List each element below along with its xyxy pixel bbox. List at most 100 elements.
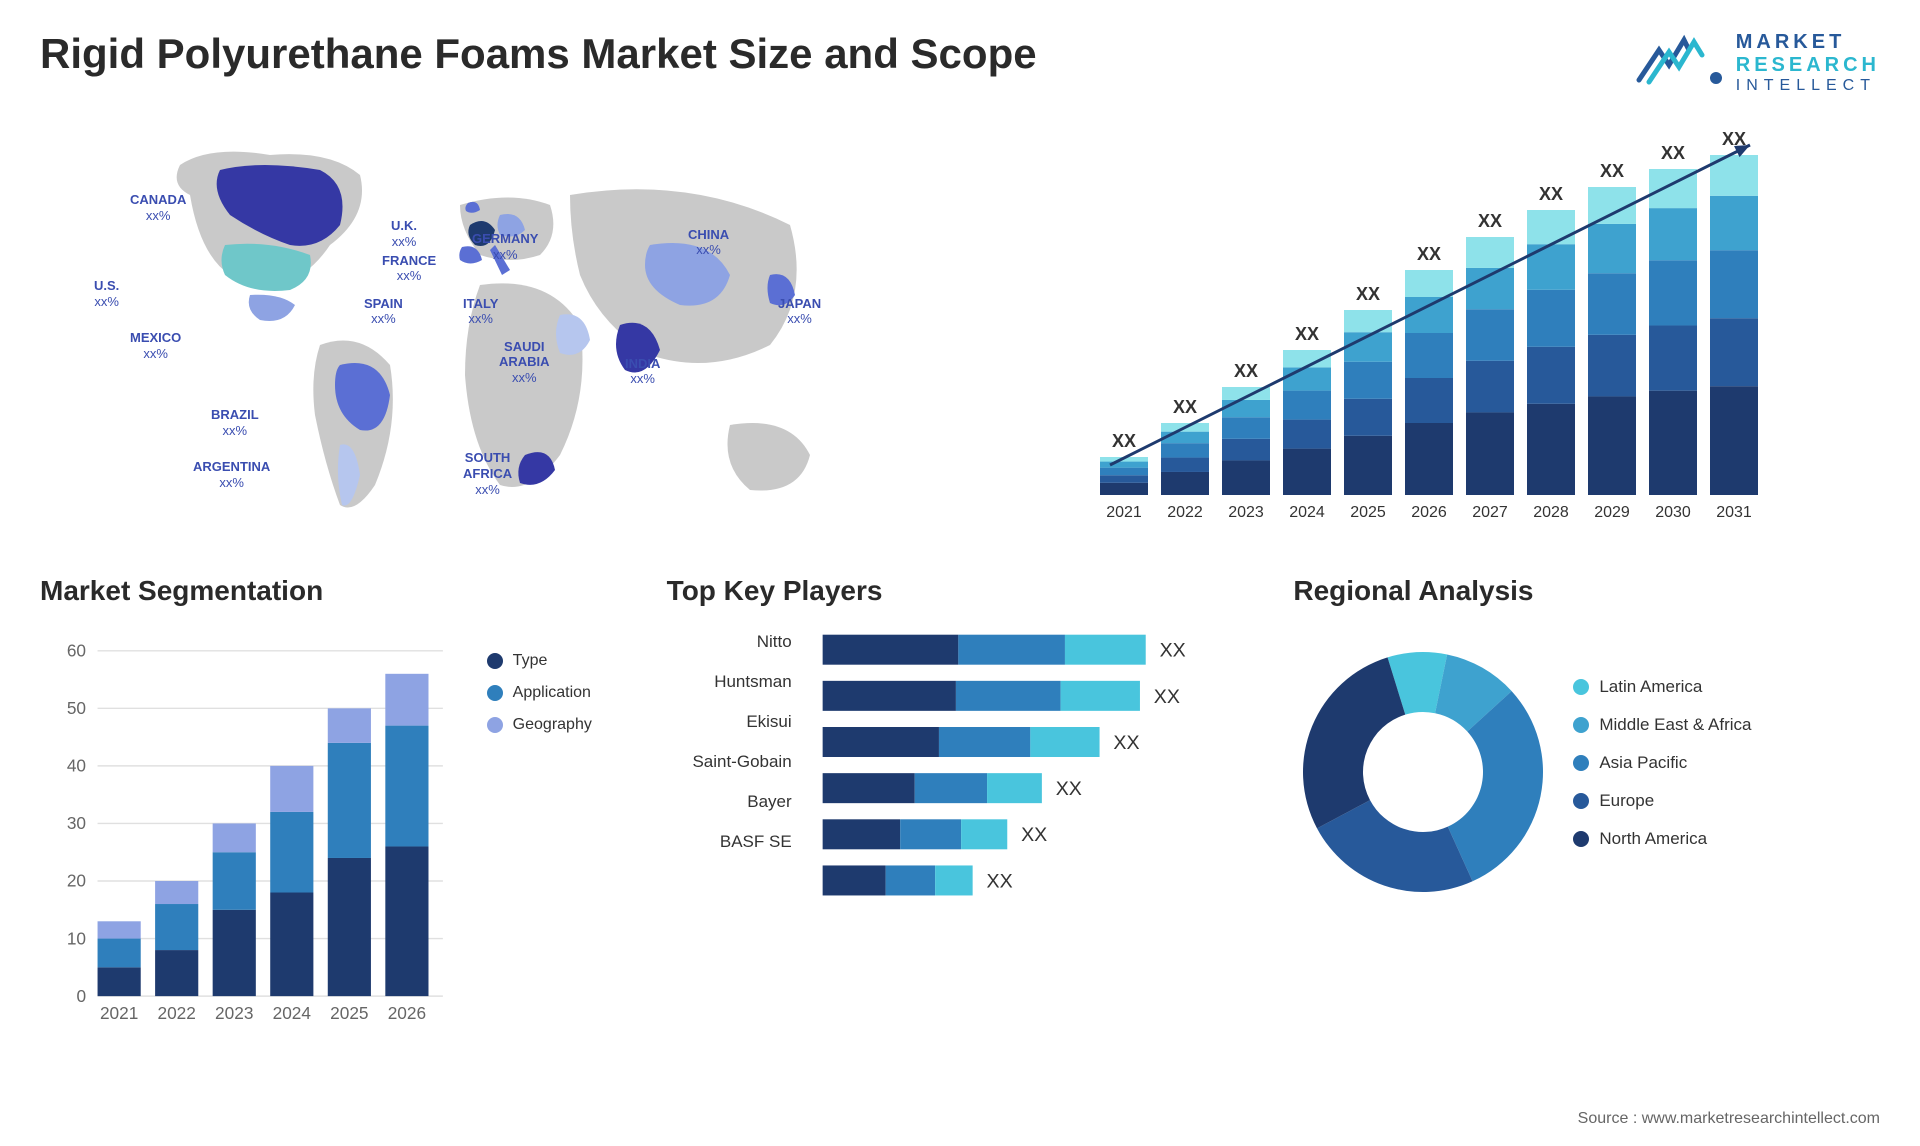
svg-text:50: 50 — [67, 698, 86, 718]
legend-dot — [487, 653, 503, 669]
legend-dot — [1573, 755, 1589, 771]
svg-text:2023: 2023 — [1228, 504, 1264, 521]
map-label: MEXICOxx% — [130, 330, 181, 361]
legend-label: Europe — [1599, 791, 1654, 811]
svg-text:2026: 2026 — [1411, 504, 1447, 521]
source-attribution: Source : www.marketresearchintellect.com — [1578, 1110, 1880, 1128]
svg-text:XX: XX — [1234, 361, 1258, 381]
svg-text:XX: XX — [1055, 778, 1081, 800]
svg-text:2031: 2031 — [1716, 504, 1752, 521]
player-name: Bayer — [667, 782, 792, 822]
svg-text:2026: 2026 — [388, 1003, 426, 1023]
player-name: Ekisui — [667, 702, 792, 742]
regional-title: Regional Analysis — [1293, 575, 1880, 607]
svg-text:XX: XX — [1539, 184, 1563, 204]
svg-text:XX: XX — [1600, 161, 1624, 181]
legend-item: Asia Pacific — [1573, 753, 1880, 773]
svg-text:XX: XX — [1295, 324, 1319, 344]
svg-text:XX: XX — [1661, 143, 1685, 163]
legend-label: Middle East & Africa — [1599, 715, 1751, 735]
svg-text:0: 0 — [76, 986, 86, 1006]
player-name: Huntsman — [667, 662, 792, 702]
legend-label: North America — [1599, 829, 1707, 849]
svg-text:XX: XX — [1417, 244, 1441, 264]
legend-item: Application — [487, 684, 627, 702]
legend-item: Middle East & Africa — [1573, 715, 1880, 735]
segmentation-chart: 0 10 20 30 40 50 60 2021 2022 2023 2024 2025 2026 — [40, 622, 472, 1039]
legend-item: North America — [1573, 829, 1880, 849]
map-label: SPAINxx% — [364, 296, 403, 327]
player-names: NittoHuntsmanEkisuiSaint-GobainBayerBASF… — [667, 622, 807, 922]
svg-text:XX: XX — [1478, 211, 1502, 231]
map-label: SOUTHAFRICAxx% — [463, 450, 512, 497]
map-label: ARGENTINAxx% — [193, 459, 270, 490]
regional-legend: Latin America Middle East & Africa Asia Pa… — [1573, 677, 1880, 867]
logo-text-3: INTELLECT — [1736, 77, 1880, 95]
player-name: BASF SE — [667, 822, 792, 862]
player-name: Nitto — [667, 622, 792, 662]
svg-text:2030: 2030 — [1655, 504, 1691, 521]
svg-text:XX: XX — [1356, 284, 1380, 304]
svg-text:XX: XX — [1159, 640, 1185, 662]
map-label: U.K.xx% — [391, 218, 417, 249]
svg-text:XX: XX — [1112, 431, 1136, 451]
legend-label: Asia Pacific — [1599, 753, 1687, 773]
map-label: BRAZILxx% — [211, 407, 259, 438]
svg-text:XX: XX — [1021, 824, 1047, 846]
page-title: Rigid Polyurethane Foams Market Size and… — [40, 30, 1037, 78]
svg-text:2024: 2024 — [1289, 504, 1325, 521]
svg-text:2023: 2023 — [215, 1003, 253, 1023]
main-bar-chart: XX2021XX2022XX2023XX2024XX2025XX2026XX20… — [980, 115, 1880, 545]
legend-item: Type — [487, 652, 627, 670]
svg-text:60: 60 — [67, 641, 86, 661]
legend-label: Geography — [513, 716, 592, 734]
segmentation-title: Market Segmentation — [40, 575, 627, 607]
players-panel: Top Key Players NittoHuntsmanEkisuiSaint… — [667, 575, 1254, 955]
svg-text:2025: 2025 — [1350, 504, 1386, 521]
players-chart: XXXXXXXXXXXX — [807, 622, 1254, 922]
map-saudi — [556, 314, 590, 355]
legend-item: Latin America — [1573, 677, 1880, 697]
map-label: GERMANYxx% — [472, 231, 538, 262]
brand-logo: MARKET RESEARCH INTELLECT — [1634, 30, 1880, 95]
map-label: ITALYxx% — [463, 296, 498, 327]
map-label: INDIAxx% — [625, 356, 660, 387]
legend-dot — [1573, 717, 1589, 733]
svg-text:XX: XX — [1153, 686, 1179, 708]
legend-label: Application — [513, 684, 591, 702]
map-label: SAUDIARABIAxx% — [499, 339, 550, 386]
logo-text-1: MARKET — [1736, 31, 1880, 54]
svg-text:2025: 2025 — [330, 1003, 368, 1023]
legend-item: Geography — [487, 716, 627, 734]
legend-dot — [487, 717, 503, 733]
svg-text:2022: 2022 — [158, 1003, 196, 1023]
svg-text:10: 10 — [67, 928, 86, 948]
map-label: U.S.xx% — [94, 278, 119, 309]
map-label: CHINAxx% — [688, 227, 729, 258]
logo-icon — [1634, 30, 1724, 95]
world-map-panel: CANADAxx% U.S.xx% MEXICOxx% BRAZILxx% ARGENT… — [40, 115, 940, 545]
map-label: JAPANxx% — [778, 296, 821, 327]
svg-text:2024: 2024 — [273, 1003, 312, 1023]
players-title: Top Key Players — [667, 575, 1254, 607]
map-label: CANADAxx% — [130, 192, 186, 223]
legend-dot — [1573, 831, 1589, 847]
svg-text:XX: XX — [1173, 397, 1197, 417]
svg-text:XX: XX — [1113, 732, 1139, 754]
svg-text:20: 20 — [67, 871, 86, 891]
map-mexico — [249, 295, 295, 321]
player-name: Saint-Gobain — [667, 742, 792, 782]
regional-donut — [1293, 642, 1553, 902]
map-us — [222, 244, 311, 291]
map-label: FRANCExx% — [382, 253, 436, 284]
svg-text:30: 30 — [67, 813, 86, 833]
legend-item: Europe — [1573, 791, 1880, 811]
svg-text:2027: 2027 — [1472, 504, 1508, 521]
legend-dot — [1573, 793, 1589, 809]
segmentation-panel: Market Segmentation 01020304050602021202… — [40, 575, 627, 955]
legend-dot — [487, 685, 503, 701]
svg-text:40: 40 — [67, 756, 86, 776]
svg-text:2021: 2021 — [100, 1003, 138, 1023]
segmentation-legend: Type Application Geography — [487, 622, 627, 922]
regional-panel: Regional Analysis Latin America Middle Ea… — [1293, 575, 1880, 955]
